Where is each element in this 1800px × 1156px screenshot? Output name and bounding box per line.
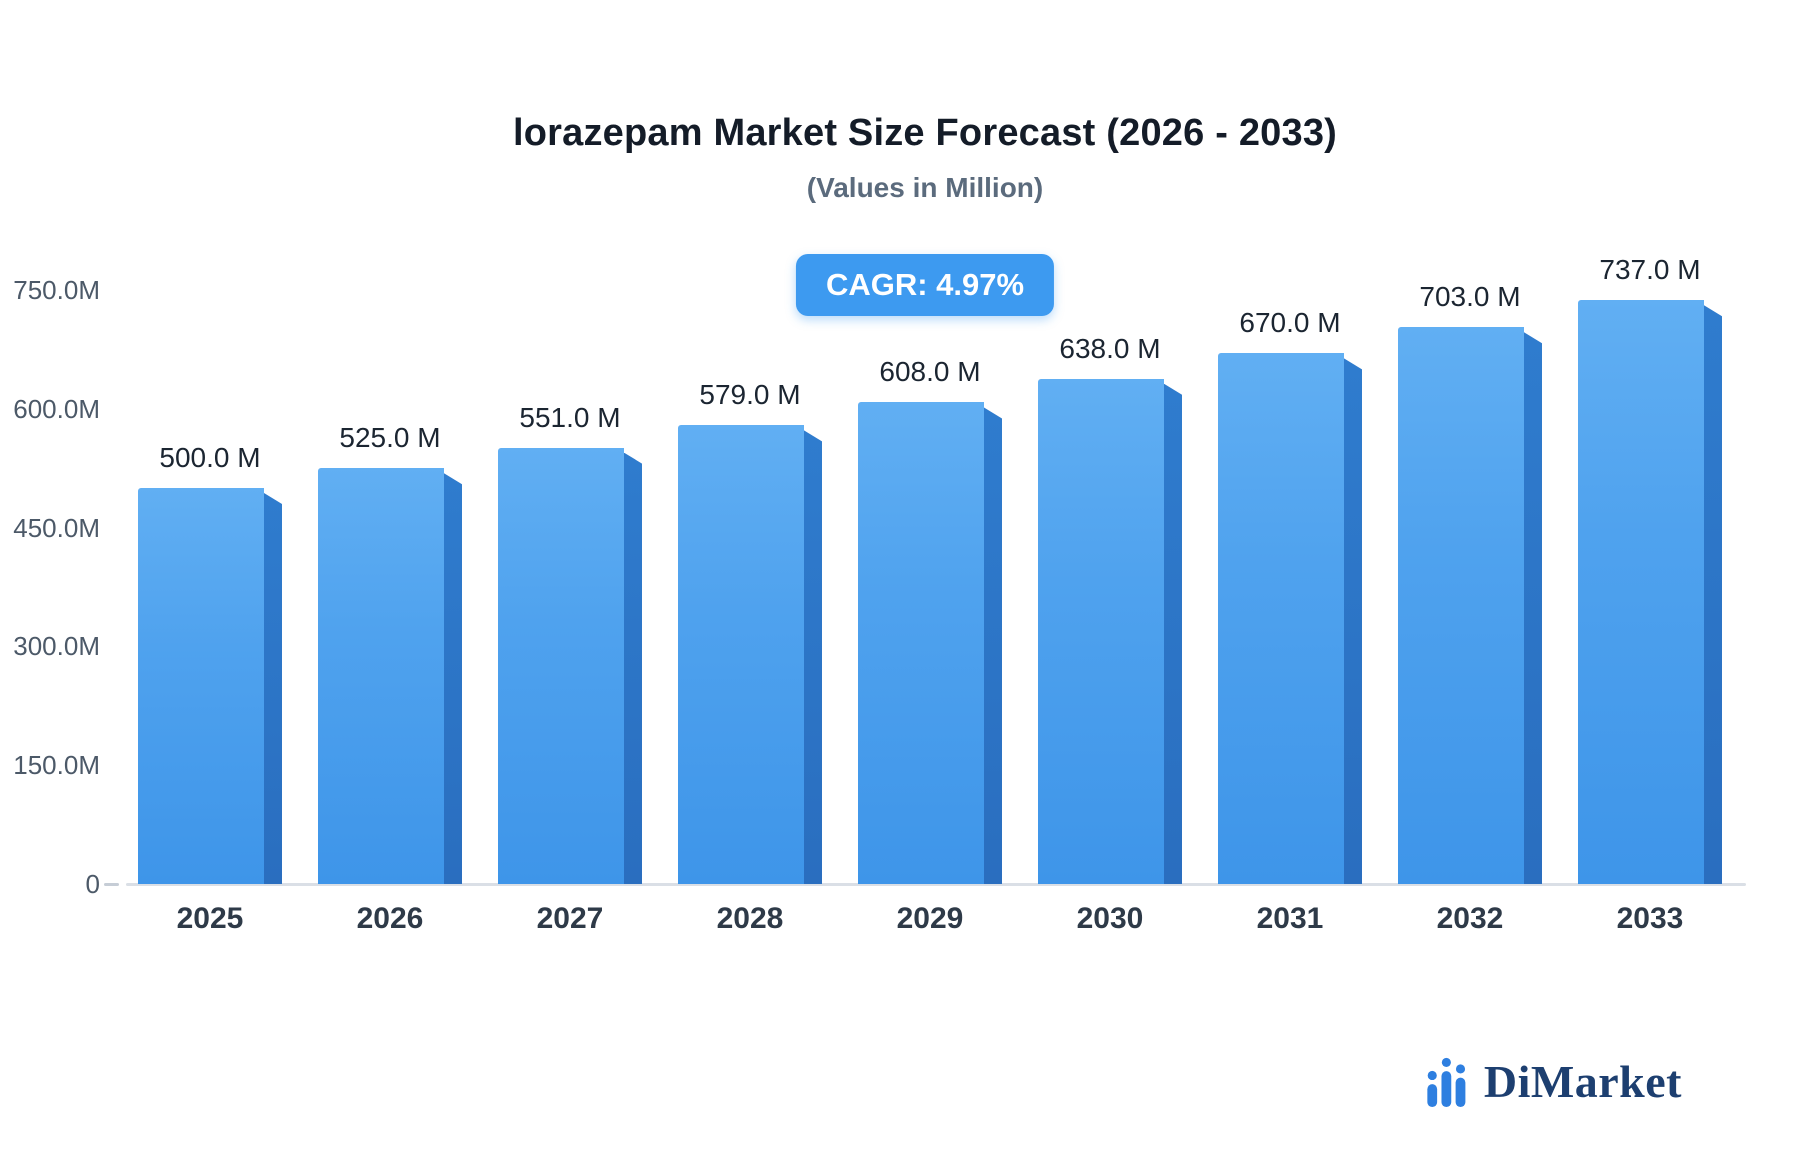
y-axis-label: 750.0M	[13, 275, 100, 305]
chart-title: lorazepam Market Size Forecast (2026 - 2…	[512, 112, 1338, 154]
x-axis-label: 2025	[176, 902, 244, 935]
bar-side-face	[804, 430, 822, 884]
bar	[858, 402, 1002, 884]
x-axis-line	[126, 883, 1746, 886]
logo-text: DiMarket	[1483, 1056, 1682, 1107]
bar-side-face	[1164, 383, 1182, 884]
y-axis-label: 600.0M	[13, 393, 100, 424]
zero-tick-mark	[104, 883, 119, 886]
bar-front-face	[1578, 300, 1704, 884]
x-axis-label: 2026	[356, 902, 424, 935]
bar-value-label: 638.0 M	[1059, 332, 1161, 364]
bar-side-face	[1524, 332, 1542, 884]
bar-chart-icon	[1427, 1057, 1466, 1107]
chart-subtitle: (Values in Million)	[806, 172, 1044, 203]
y-axis-label: 300.0M	[13, 631, 100, 662]
bar-value-label: 703.0 M	[1419, 281, 1521, 313]
x-axis-label: 2027	[536, 902, 604, 935]
bar-value-label: 670.0 M	[1239, 307, 1341, 339]
bar-side-face	[1344, 358, 1362, 884]
bar-value-label: 500.0 M	[159, 442, 261, 473]
bar-front-face	[498, 447, 624, 884]
bar-side-face	[1704, 305, 1722, 884]
bar	[678, 425, 822, 884]
bar-value-label: 525.0 M	[339, 422, 441, 454]
dimarket-logo: DiMarket	[1424, 1055, 1682, 1108]
x-axis-label: 2028	[716, 902, 784, 935]
bar	[318, 468, 462, 884]
bar-value-label: 579.0 M	[699, 379, 801, 411]
bar-front-face	[1038, 378, 1164, 884]
bar-front-face	[138, 488, 264, 884]
bar	[1038, 378, 1182, 884]
bar	[1218, 353, 1362, 884]
cagr-badge: CAGR: 4.97%	[795, 254, 1055, 316]
x-axis-label: 2029	[896, 902, 964, 935]
bar	[1398, 327, 1542, 884]
bar-side-face	[624, 452, 642, 884]
bar-value-label: 608.0 M	[879, 356, 981, 388]
bar-front-face	[318, 468, 444, 884]
bar-front-face	[858, 402, 984, 884]
bar	[498, 447, 642, 884]
bar-value-label: 551.0 M	[519, 401, 621, 433]
bar-front-face	[1398, 327, 1524, 884]
bar-value-label: 737.0 M	[1599, 254, 1701, 286]
bar-front-face	[678, 425, 804, 884]
bar	[1578, 300, 1722, 884]
x-axis-label: 2032	[1436, 902, 1504, 935]
y-axis-label: 150.0M	[13, 750, 100, 781]
bar-side-face	[444, 473, 462, 884]
bar-front-face	[1218, 353, 1344, 884]
bar	[138, 488, 282, 884]
bar-side-face	[264, 493, 282, 884]
x-axis-label: 2033	[1616, 902, 1684, 935]
bar-side-face	[984, 407, 1002, 884]
y-axis-label: 0	[85, 869, 100, 899]
x-axis-label: 2031	[1256, 902, 1324, 935]
y-axis-label: 450.0M	[13, 512, 100, 543]
x-axis-label: 2030	[1076, 902, 1144, 935]
